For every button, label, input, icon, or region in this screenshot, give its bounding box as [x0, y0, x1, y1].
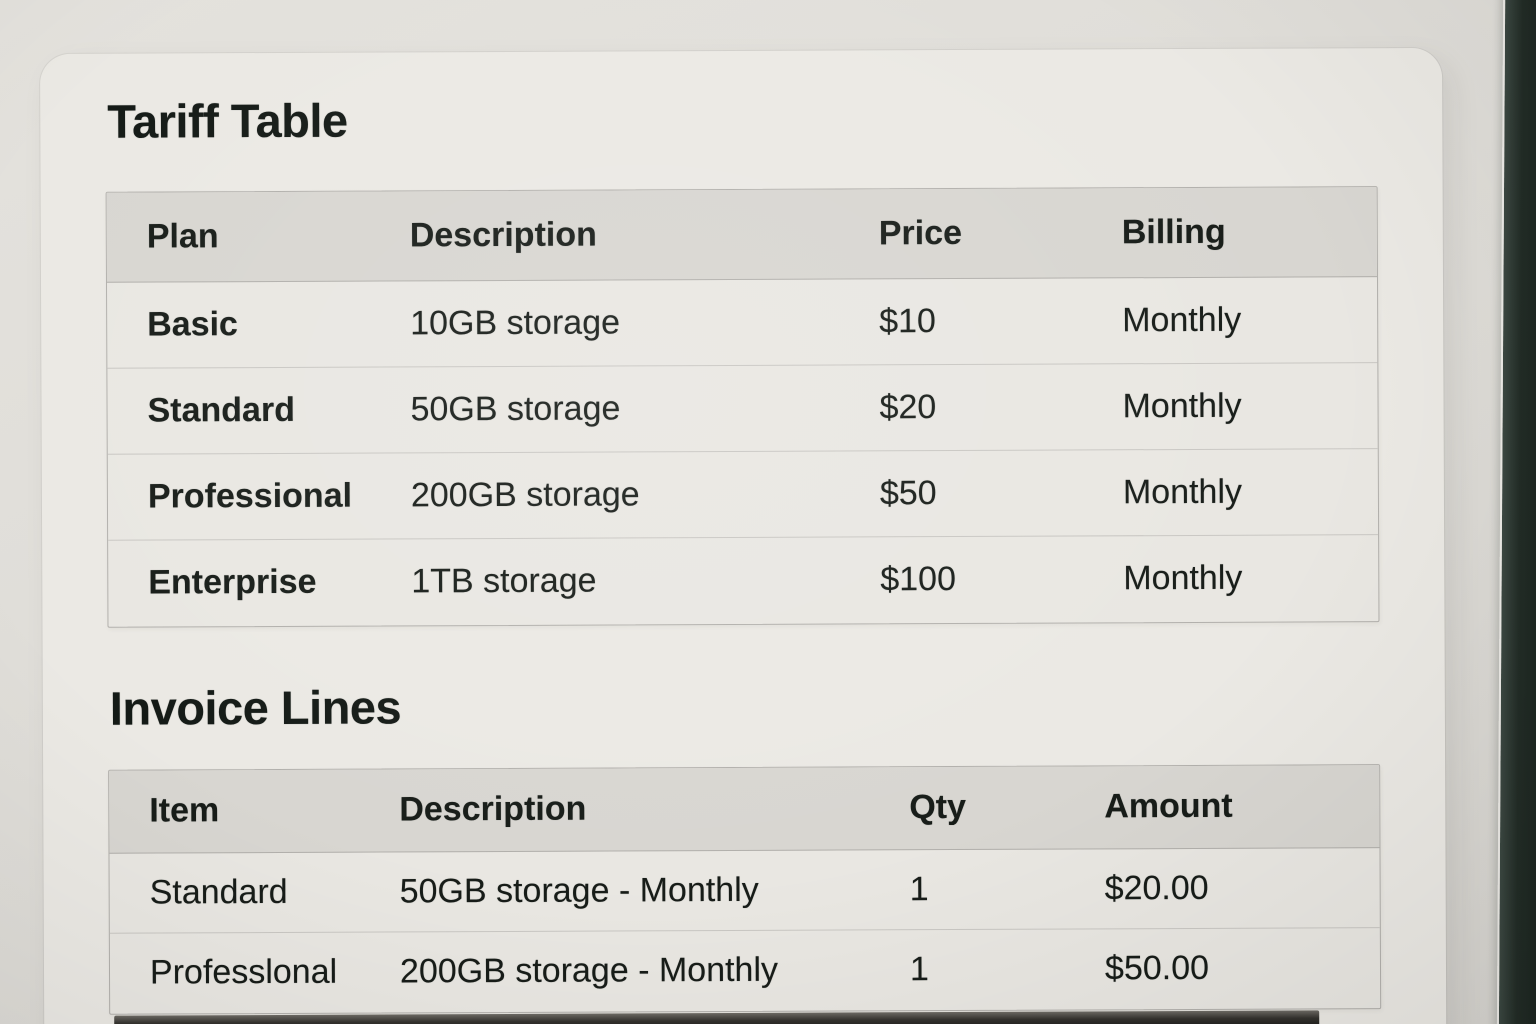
- description-cell: 50GB storage: [410, 389, 621, 429]
- invoice-table: Item Description Qty Amount Standard 50G…: [108, 764, 1382, 1015]
- amount-cell: $50.00: [1104, 949, 1210, 988]
- tariff-header-billing: Billing: [1121, 212, 1226, 252]
- content-card: Tariff Table Plan Description Price Bill…: [40, 47, 1447, 1024]
- plan-cell: Standard: [147, 390, 295, 430]
- amount-cell: $20.00: [1104, 868, 1209, 908]
- tariff-header-plan: Plan: [146, 217, 219, 256]
- item-cell: Professlonal: [149, 953, 338, 992]
- billing-cell: Monthly: [1122, 386, 1242, 426]
- table-row: Professlonal 200GB storage - Monthly 1 $…: [110, 928, 1380, 1014]
- screen-edge-dark-band: [1496, 0, 1536, 1024]
- invoice-table-header-row: Item Description Qty Amount: [109, 765, 1380, 854]
- description-cell: 10GB storage: [410, 303, 621, 343]
- tariff-header-price: Price: [878, 213, 963, 253]
- table-row: Professional 200GB storage $50 Monthly: [107, 449, 1379, 541]
- plan-cell: Enterprise: [148, 563, 317, 602]
- description-cell: 1TB storage: [411, 562, 597, 601]
- table-row: Enterprise 1TB storage $100 Monthly: [108, 535, 1378, 627]
- billing-cell: Monthly: [1123, 559, 1243, 598]
- invoice-header-item: Item: [149, 791, 220, 830]
- price-cell: $100: [880, 560, 957, 599]
- qty-cell: 1: [909, 950, 930, 989]
- tariff-header-description: Description: [409, 215, 597, 255]
- table-row: Standard 50GB storage $20 Monthly: [107, 363, 1378, 455]
- invoice-header-qty: Qty: [909, 788, 967, 827]
- billing-cell: Monthly: [1122, 300, 1242, 340]
- price-cell: $20: [879, 388, 937, 427]
- billing-cell: Monthly: [1122, 472, 1243, 512]
- invoice-header-amount: Amount: [1104, 787, 1233, 826]
- table-row: Standard 50GB storage - Monthly 1 $20.00: [109, 848, 1380, 934]
- plan-cell: Basic: [147, 305, 238, 344]
- description-cell: 200GB storage - Monthly: [399, 951, 779, 991]
- tariff-table-header-row: Plan Description Price Billing: [106, 187, 1377, 283]
- table-row: Basic 10GB storage $10 Monthly: [106, 277, 1378, 369]
- description-cell: 200GB storage: [410, 475, 640, 515]
- invoice-section-title: Invoice Lines: [109, 680, 402, 735]
- price-cell: $50: [879, 474, 937, 513]
- price-cell: $10: [879, 302, 936, 341]
- plan-cell: Professional: [147, 476, 353, 516]
- qty-cell: 1: [909, 870, 929, 909]
- item-cell: Standard: [149, 872, 288, 912]
- tariff-section-title: Tariff Table: [107, 93, 348, 148]
- tariff-table: Plan Description Price Billing Basic 10G…: [105, 186, 1380, 628]
- description-cell: 50GB storage - Monthly: [399, 870, 759, 911]
- invoice-header-description: Description: [399, 789, 587, 829]
